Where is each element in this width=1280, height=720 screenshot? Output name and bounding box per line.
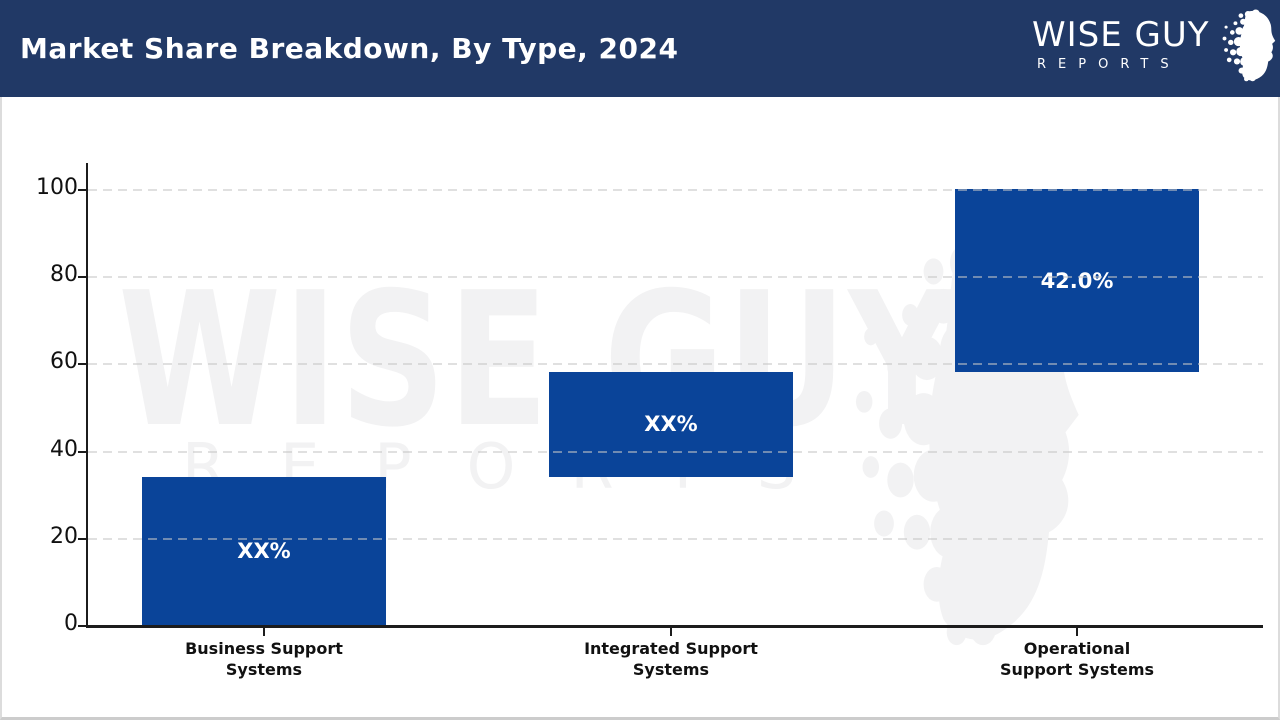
x-axis-tick: [1076, 628, 1078, 636]
logo-text: WISE GUY REPORTS: [1032, 15, 1210, 72]
page-title: Market Share Breakdown, By Type, 2024: [20, 32, 679, 65]
x-axis-category-label: Operational Support Systems: [999, 639, 1155, 679]
gridline: [88, 189, 1263, 191]
bar-value-label: XX%: [644, 412, 698, 437]
y-axis-tick: [78, 363, 86, 366]
y-axis-tick-label: 100: [36, 175, 78, 200]
gridline: [88, 276, 1263, 279]
y-axis-tick: [78, 450, 86, 453]
gridline: [88, 363, 1263, 366]
watermark-wordmark: WISE GUY: [118, 252, 958, 468]
y-axis-tick: [78, 625, 86, 627]
y-axis-tick-label: 80: [50, 262, 78, 288]
logo-wordmark: WISE GUY: [1032, 15, 1210, 55]
bar-segment: 42.0%: [955, 189, 1199, 373]
x-axis-category-label: Business Support Systems: [185, 639, 343, 679]
y-axis-line: [86, 163, 88, 628]
bar-segment: XX%: [142, 476, 386, 625]
y-axis-tick: [78, 537, 86, 540]
y-axis-tick-label: 60: [50, 349, 78, 375]
logo-subtitle: REPORTS: [1037, 56, 1181, 72]
bar-value-label: XX%: [237, 538, 291, 563]
bar-segment: XX%: [549, 372, 793, 477]
y-axis-tick: [78, 189, 86, 191]
x-axis-line: [86, 625, 1263, 628]
bar-value-label: 42.0%: [1040, 268, 1114, 293]
x-axis-category-label: Integrated Support Systems: [584, 639, 758, 679]
x-axis-tick: [670, 628, 672, 636]
y-axis-tick: [78, 276, 86, 279]
y-axis-tick-label: 20: [50, 523, 78, 549]
header: Market Share Breakdown, By Type, 2024 WI…: [0, 0, 1280, 97]
y-axis-tick-label: 40: [50, 436, 78, 462]
gridline: [88, 537, 1263, 540]
wise-guy-logo: WISE GUY REPORTS: [1032, 9, 1276, 90]
y-axis-tick-label: 0: [64, 611, 78, 636]
x-axis-tick: [263, 628, 265, 636]
gridline: [88, 450, 1263, 453]
dotted-face-profile-icon: [1222, 9, 1276, 82]
